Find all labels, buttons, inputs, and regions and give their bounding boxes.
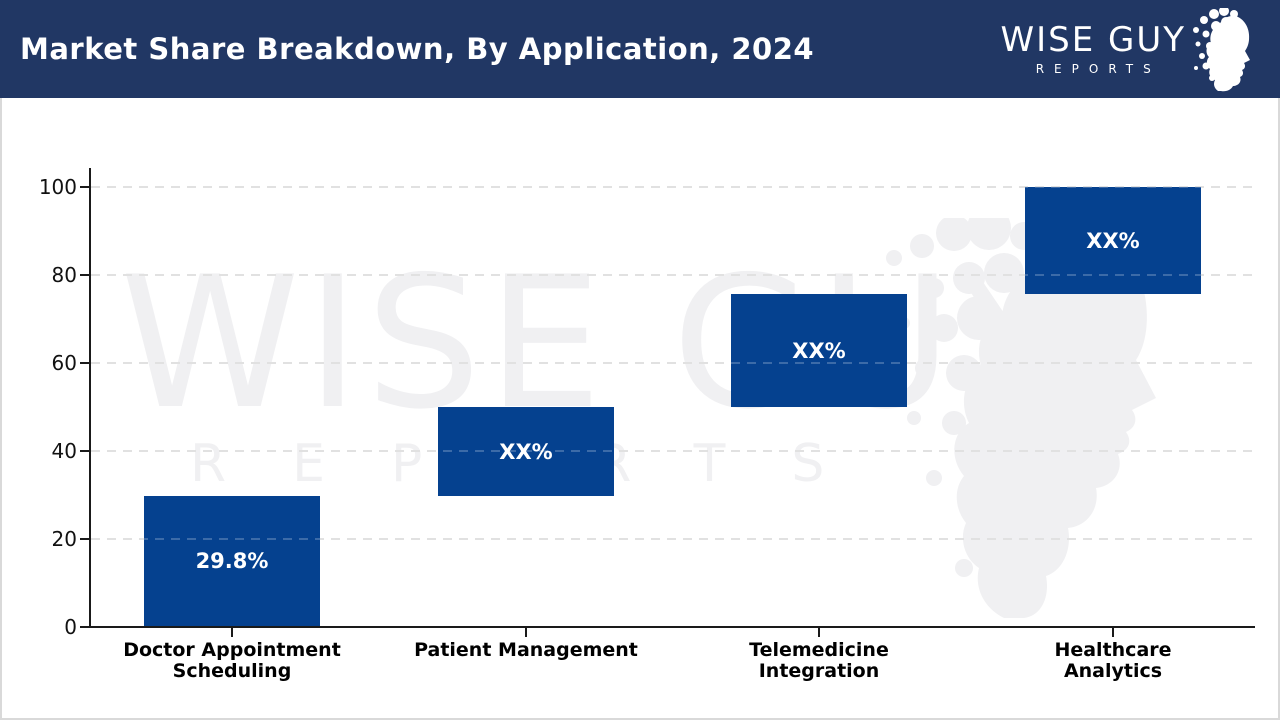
gridline-overlay: [91, 362, 1258, 364]
gridline: [91, 362, 1258, 364]
y-tick-label: 80: [51, 263, 77, 287]
gridline: [91, 186, 1258, 188]
header-bar: Market Share Breakdown, By Application, …: [0, 0, 1280, 98]
y-tick: [80, 626, 89, 628]
x-axis-spine: [89, 626, 1255, 628]
y-axis-spine: [89, 168, 91, 627]
wise-guy-logo: WISE GUY REPORTS: [1000, 6, 1254, 92]
bar-value-label: XX%: [499, 439, 553, 464]
page-title: Market Share Breakdown, By Application, …: [20, 32, 815, 66]
x-category-label: Patient Management: [414, 639, 638, 661]
logo-wordmark: WISE GUY: [1000, 20, 1186, 60]
bar-value-label: XX%: [1086, 228, 1140, 253]
y-tick-label: 100: [38, 175, 77, 199]
x-tick: [1112, 628, 1114, 637]
bar-value-label: 29.8%: [195, 549, 269, 574]
bar-value-label: XX%: [792, 338, 846, 363]
gridline: [91, 538, 1258, 540]
watermark-wordmark: WISE GUY: [120, 237, 1076, 449]
y-tick-label: 20: [51, 527, 77, 551]
watermark-head-icon: [886, 218, 1156, 619]
plot-layer: WISE GUY REPORTS: [2, 98, 1278, 718]
bar: [144, 495, 320, 627]
chart-area: WISE GUY REPORTS: [0, 98, 1280, 720]
y-tick-label: 0: [64, 615, 77, 639]
x-tick: [818, 628, 820, 637]
logo-reports-label: REPORTS: [1035, 62, 1161, 76]
x-tick: [525, 628, 527, 637]
gridline-overlay: [91, 450, 1258, 452]
logo-wordmark-block: WISE GUY REPORTS: [1000, 23, 1186, 75]
y-tick: [80, 538, 89, 540]
x-tick: [231, 628, 233, 637]
gridline-overlay: [91, 538, 1258, 540]
gridline-overlay: [91, 186, 1258, 188]
bar: [1025, 187, 1201, 295]
gridline: [91, 450, 1258, 452]
y-tick: [80, 362, 89, 364]
gridline-overlay: [91, 274, 1258, 276]
x-category-label: Doctor Appointment Scheduling: [123, 639, 341, 682]
y-tick: [80, 450, 89, 452]
y-tick-label: 60: [51, 351, 77, 375]
gridline: [91, 274, 1258, 276]
x-category-label: Telemedicine Integration: [749, 639, 889, 682]
bar: [731, 294, 907, 408]
y-tick: [80, 274, 89, 276]
x-category-label: Healthcare Analytics: [1054, 639, 1172, 682]
bar: [438, 407, 614, 496]
logo-head-icon: [1193, 8, 1250, 92]
y-tick-label: 40: [51, 439, 77, 463]
y-tick: [80, 186, 89, 188]
